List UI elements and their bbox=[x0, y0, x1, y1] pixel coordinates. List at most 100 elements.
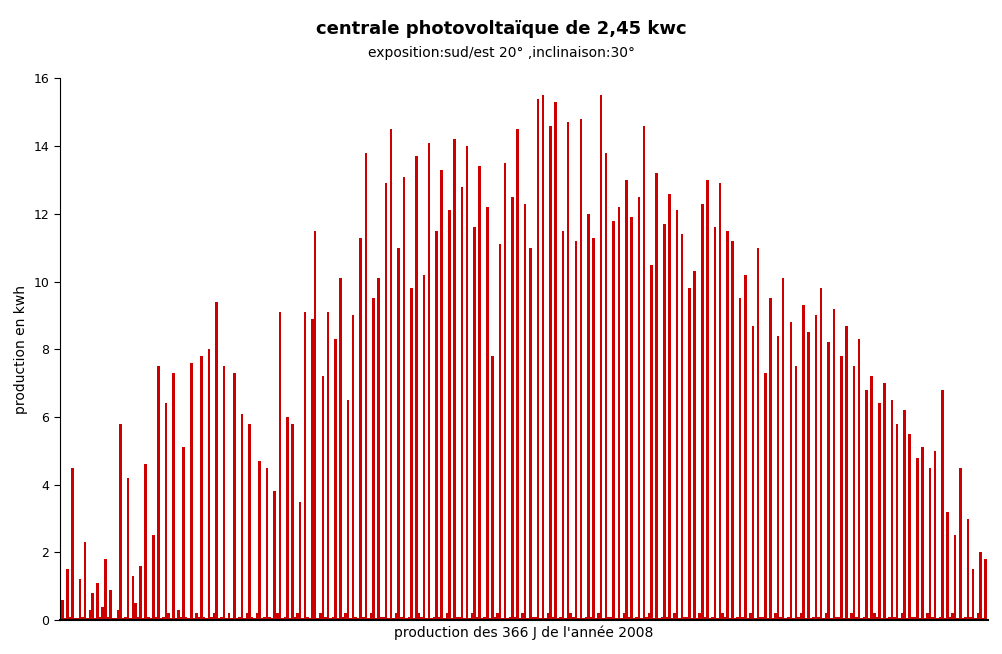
Bar bbox=[820, 288, 823, 620]
Bar bbox=[347, 400, 350, 620]
Bar bbox=[383, 617, 385, 620]
Bar bbox=[243, 619, 245, 620]
Bar bbox=[463, 619, 466, 620]
Bar bbox=[547, 613, 549, 620]
Bar bbox=[691, 619, 693, 620]
Bar bbox=[332, 617, 335, 620]
Bar bbox=[425, 619, 428, 620]
Bar bbox=[853, 366, 856, 620]
Bar bbox=[830, 619, 833, 620]
Bar bbox=[615, 619, 617, 620]
Bar bbox=[451, 619, 453, 620]
Bar bbox=[377, 278, 380, 620]
Bar bbox=[202, 617, 205, 620]
Bar bbox=[893, 617, 896, 620]
Bar bbox=[643, 126, 645, 620]
Bar bbox=[625, 180, 627, 620]
Bar bbox=[441, 170, 443, 620]
Bar bbox=[569, 613, 572, 620]
Bar bbox=[622, 613, 625, 620]
Bar bbox=[620, 619, 622, 620]
Bar bbox=[271, 619, 274, 620]
Bar bbox=[329, 619, 332, 620]
Bar bbox=[420, 617, 423, 620]
Bar bbox=[858, 339, 861, 620]
Bar bbox=[534, 617, 537, 620]
Bar bbox=[721, 613, 723, 620]
Bar bbox=[929, 468, 931, 620]
Bar bbox=[708, 619, 711, 620]
Bar bbox=[673, 613, 675, 620]
Bar bbox=[169, 619, 172, 620]
Bar bbox=[967, 519, 969, 620]
Bar bbox=[723, 617, 726, 620]
Bar bbox=[473, 228, 476, 620]
Bar bbox=[733, 619, 736, 620]
Bar bbox=[590, 617, 592, 620]
Bar bbox=[597, 613, 600, 620]
Bar bbox=[99, 617, 101, 620]
Bar bbox=[312, 318, 314, 620]
Bar bbox=[245, 613, 248, 620]
Bar bbox=[71, 468, 74, 620]
Bar bbox=[939, 617, 941, 620]
Bar bbox=[157, 366, 159, 620]
Bar bbox=[749, 613, 752, 620]
Bar bbox=[957, 619, 959, 620]
Bar bbox=[954, 536, 957, 620]
Bar bbox=[972, 569, 974, 620]
Bar bbox=[269, 617, 271, 620]
Bar bbox=[494, 617, 496, 620]
Bar bbox=[685, 617, 688, 620]
Bar bbox=[738, 298, 741, 620]
Bar bbox=[89, 610, 91, 620]
Bar bbox=[111, 619, 114, 620]
Bar bbox=[259, 461, 261, 620]
Bar bbox=[792, 619, 795, 620]
Bar bbox=[174, 619, 177, 620]
Bar bbox=[828, 343, 830, 620]
Bar bbox=[637, 197, 640, 620]
Bar bbox=[282, 619, 284, 620]
Bar bbox=[461, 187, 463, 620]
Bar bbox=[207, 349, 210, 620]
Bar bbox=[230, 619, 233, 620]
Bar bbox=[726, 231, 728, 620]
Bar bbox=[205, 619, 207, 620]
Bar bbox=[772, 619, 775, 620]
Bar bbox=[655, 173, 658, 620]
Bar bbox=[941, 390, 944, 620]
Bar bbox=[164, 404, 167, 620]
Text: centrale photovoltaïque de 2,45 kwc: centrale photovoltaïque de 2,45 kwc bbox=[316, 20, 686, 38]
Bar bbox=[974, 619, 977, 620]
Bar bbox=[279, 312, 282, 620]
Bar bbox=[144, 464, 147, 620]
Bar bbox=[132, 576, 134, 620]
Bar bbox=[825, 613, 828, 620]
Bar bbox=[438, 617, 441, 620]
Bar bbox=[982, 619, 984, 620]
Bar bbox=[222, 366, 225, 620]
Bar bbox=[888, 617, 891, 620]
Bar bbox=[718, 183, 721, 620]
Bar bbox=[408, 617, 410, 620]
Bar bbox=[554, 102, 557, 620]
Bar bbox=[362, 617, 365, 620]
Bar bbox=[881, 619, 883, 620]
Bar bbox=[931, 617, 934, 620]
Bar bbox=[137, 617, 139, 620]
Bar bbox=[405, 619, 408, 620]
Bar bbox=[934, 451, 936, 620]
Bar bbox=[385, 183, 388, 620]
Bar bbox=[617, 207, 620, 620]
Bar bbox=[66, 569, 68, 620]
Bar bbox=[314, 231, 317, 620]
Bar bbox=[670, 619, 673, 620]
Bar bbox=[901, 613, 904, 620]
Bar bbox=[790, 322, 792, 620]
Bar bbox=[119, 424, 121, 620]
Bar bbox=[984, 559, 987, 620]
Bar bbox=[61, 600, 63, 620]
Bar bbox=[835, 617, 838, 620]
Bar bbox=[630, 217, 632, 620]
